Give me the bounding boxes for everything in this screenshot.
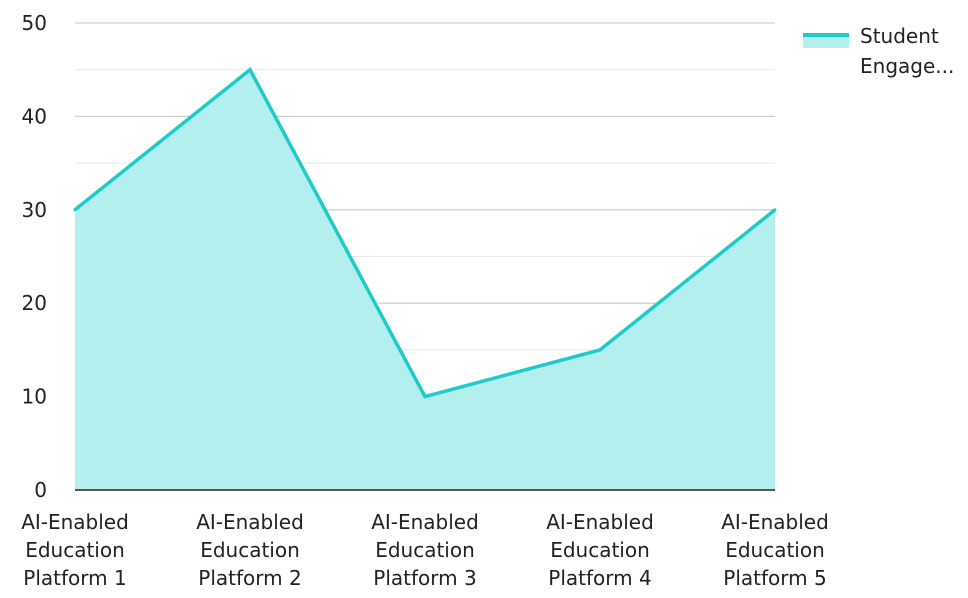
y-tick-label: 10 xyxy=(22,385,47,409)
y-axis-tick-labels: 0 10 20 30 40 50 xyxy=(22,11,47,502)
y-tick-label: 0 xyxy=(34,478,47,502)
y-tick-label: 40 xyxy=(22,104,47,128)
x-tick-label: AI-Enabled Education Platform 5 xyxy=(721,510,829,590)
data-point xyxy=(423,395,427,399)
x-tick-label: AI-Enabled Education Platform 4 xyxy=(546,510,654,590)
data-point xyxy=(773,208,777,212)
legend-label: Student Engage... xyxy=(860,24,954,78)
y-tick-label: 50 xyxy=(22,11,47,35)
data-point xyxy=(248,68,252,72)
legend-swatch-fill xyxy=(803,34,849,48)
x-tick-label: AI-Enabled Education Platform 3 xyxy=(371,510,479,590)
x-tick-label: AI-Enabled Education Platform 1 xyxy=(21,510,129,590)
series-area xyxy=(73,67,777,490)
x-axis-tick-labels: AI-Enabled Education Platform 1 AI-Enabled E… xyxy=(21,510,829,590)
y-tick-label: 30 xyxy=(22,198,47,222)
series-area-fill xyxy=(75,69,775,490)
x-tick-label: AI-Enabled Education Platform 2 xyxy=(196,510,304,590)
y-tick-label: 20 xyxy=(22,291,47,315)
data-point xyxy=(73,208,77,212)
data-point xyxy=(598,348,602,352)
legend: Student Engage... xyxy=(803,24,954,78)
